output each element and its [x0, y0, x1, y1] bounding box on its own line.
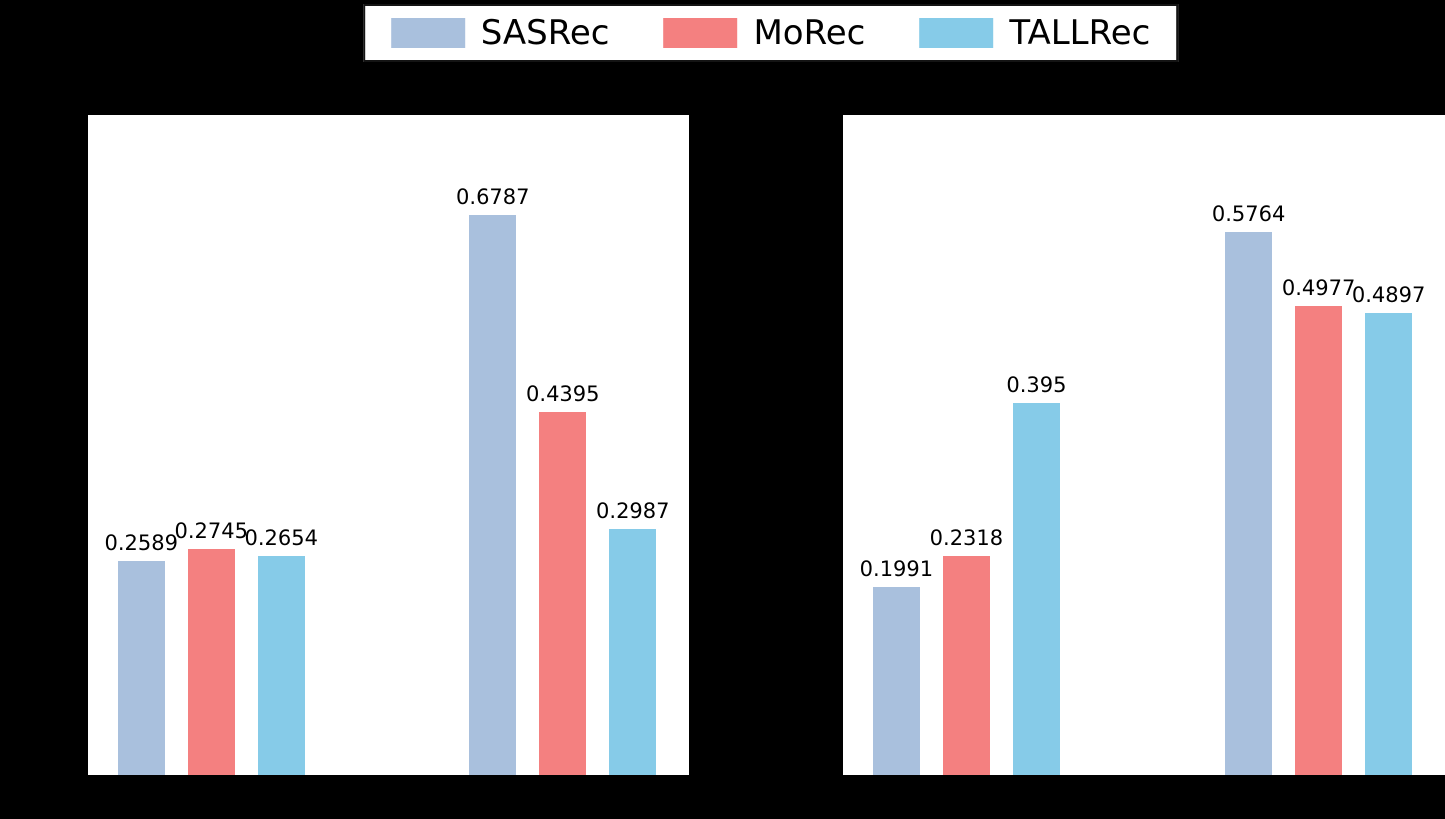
legend-item-sasrec: SASRec — [390, 13, 610, 53]
bar-sasrec-group2 — [1225, 231, 1273, 775]
bar-value-label: 0.2987 — [596, 498, 670, 523]
bar-value-label: 0.1991 — [859, 557, 934, 582]
bar-value-label: 0.6787 — [456, 185, 530, 210]
bar-value-label: 0.2654 — [244, 526, 318, 551]
bar-value-label: 0.2318 — [929, 526, 1004, 551]
legend-item-morec: MoRec — [663, 16, 865, 50]
legend-swatch-tallrec — [919, 18, 994, 48]
bar-tallrec-group2 — [1365, 313, 1413, 775]
bar-sasrec-group1 — [872, 587, 920, 775]
bar-tallrec-group1 — [257, 556, 305, 775]
chart-panel-left: 0.2589 0.6787 0.2745 0.4395 0.2654 0.2987 — [88, 115, 689, 775]
chart-panel-right: 0.1991 0.5764 0.2318 0.4977 0.395 0.4897 — [843, 115, 1445, 775]
legend-item-tallrec: TALLRec — [919, 16, 1150, 50]
bar-sasrec-group1 — [117, 561, 165, 775]
legend: SASRec MoRec TALLRec — [362, 4, 1179, 62]
bar-value-label: 0.395 — [1006, 372, 1067, 397]
legend-label-morec: MoRec — [753, 13, 866, 53]
bar-value-label: 0.4897 — [1351, 283, 1426, 308]
legend-swatch-morec — [663, 18, 738, 48]
bar-tallrec-group1 — [1012, 402, 1060, 775]
legend-label-tallrec: TALLRec — [1009, 13, 1151, 53]
bar-morec-group2 — [539, 412, 587, 775]
bar-tallrec-group2 — [609, 528, 657, 775]
legend-label-sasrec: SASRec — [480, 13, 610, 53]
bar-value-label: 0.2745 — [174, 518, 248, 543]
bar-value-label: 0.5764 — [1211, 201, 1286, 226]
bar-sasrec-group2 — [469, 215, 517, 775]
bar-value-label: 0.4977 — [1281, 275, 1356, 300]
bar-morec-group2 — [1295, 305, 1343, 775]
bar-value-label: 0.2589 — [104, 531, 178, 556]
bar-morec-group1 — [187, 548, 235, 775]
bar-value-label: 0.4395 — [526, 382, 600, 407]
bar-morec-group1 — [942, 556, 990, 775]
legend-swatch-sasrec — [390, 18, 465, 48]
